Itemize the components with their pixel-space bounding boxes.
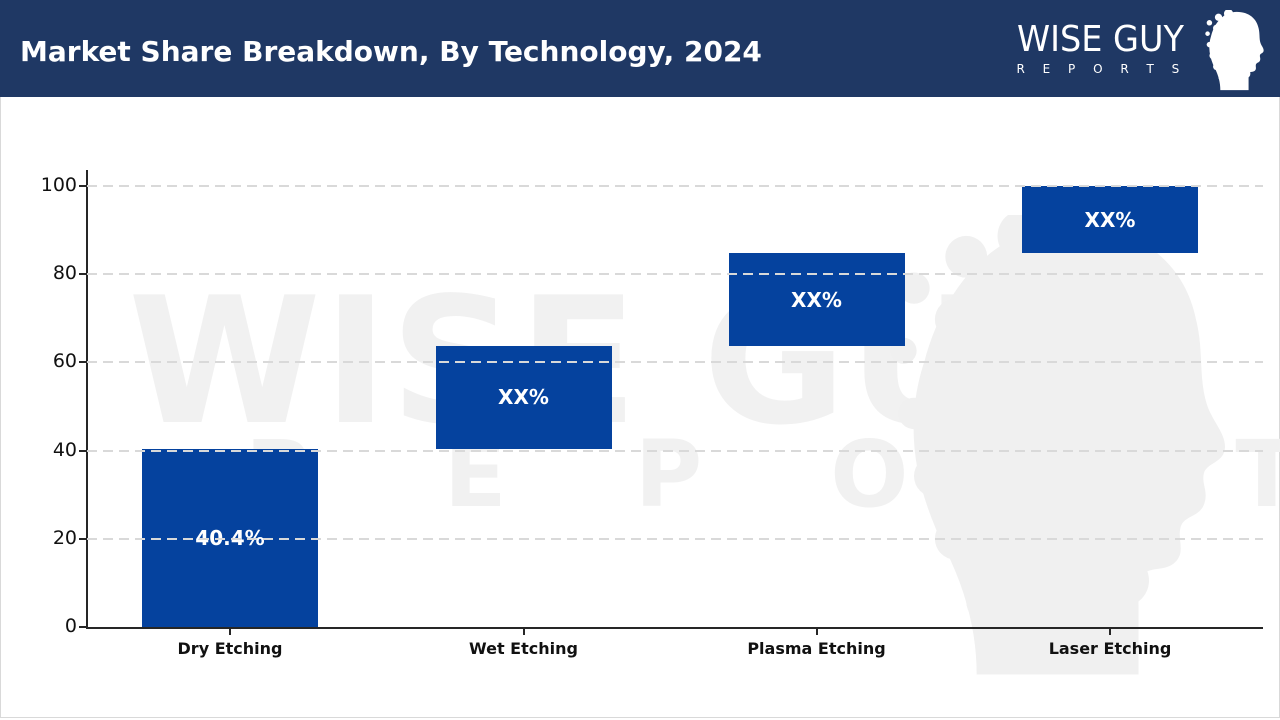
y-tick-mark [79, 185, 86, 187]
brand-subname: R E P O R T S [1016, 62, 1187, 76]
gridline [87, 361, 1263, 364]
x-tick-label: Wet Etching [469, 639, 578, 658]
chart-plot-area: WISE GUY R E P O R T S 02040608010040.4%… [0, 97, 1280, 720]
y-tick-label: 20 [52, 526, 77, 549]
gridline [87, 537, 1263, 540]
bar: XX% [1022, 186, 1198, 254]
header-band: Market Share Breakdown, By Technology, 2… [0, 0, 1280, 97]
x-tick-label: Dry Etching [177, 639, 283, 658]
gridline [87, 449, 1263, 452]
y-tick-mark [79, 361, 86, 364]
x-tick-mark [522, 629, 525, 635]
x-tick-label: Plasma Etching [747, 639, 886, 658]
y-axis-spine [86, 170, 88, 628]
y-tick-mark [79, 273, 86, 276]
x-tick-label: Laser Etching [1048, 639, 1172, 658]
brand-name: WISE GUY [1016, 19, 1184, 60]
y-tick-mark [79, 626, 86, 628]
bar-value-label: XX% [791, 287, 842, 312]
y-tick-label: 100 [40, 174, 77, 196]
x-axis-spine [86, 627, 1263, 629]
bar-value-label: XX% [498, 385, 549, 410]
x-tick-mark [1109, 629, 1111, 635]
y-tick-mark [79, 537, 86, 540]
y-tick-label: 40 [52, 438, 77, 461]
bar-value-label: XX% [1084, 207, 1136, 232]
gridline [87, 273, 1263, 276]
y-tick-label: 0 [64, 615, 77, 637]
y-tick-label: 60 [52, 350, 77, 373]
page-title: Market Share Breakdown, By Technology, 2… [20, 35, 762, 68]
y-tick-mark [79, 449, 86, 452]
bar: XX% [728, 253, 905, 347]
brand-logo: WISE GUY R E P O R T S [1016, 6, 1266, 92]
gridline [87, 185, 1263, 187]
x-tick-mark [229, 629, 231, 635]
brand-logo-text: WISE GUY R E P O R T S [1016, 19, 1197, 77]
x-tick-mark [815, 629, 818, 635]
y-tick-label: 80 [52, 262, 77, 285]
dotted-head-icon [1205, 10, 1264, 91]
